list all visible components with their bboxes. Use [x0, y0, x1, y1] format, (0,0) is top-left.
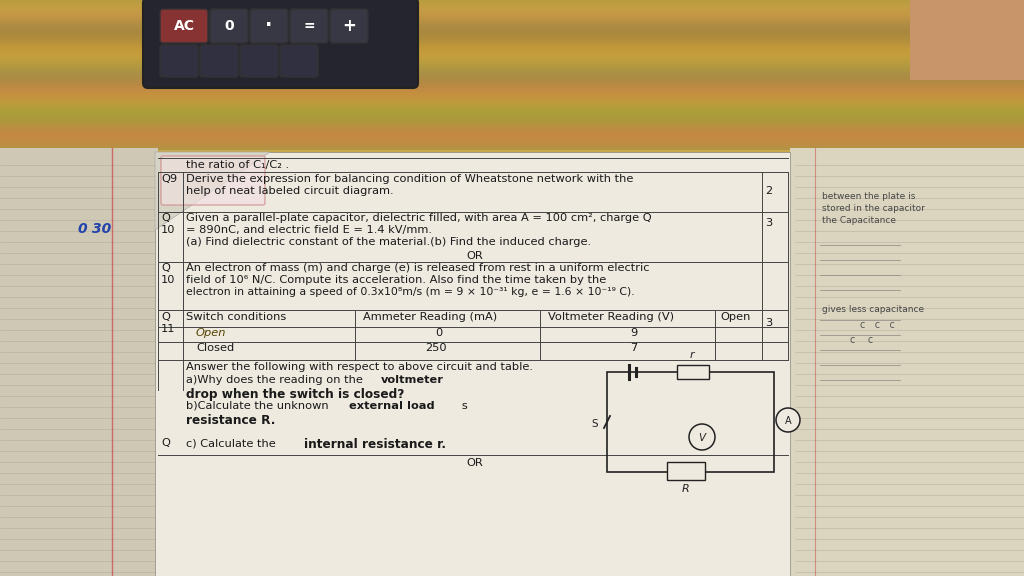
Text: An electron of mass (m) and charge (e) is released from rest in a uniform electr: An electron of mass (m) and charge (e) i… — [186, 263, 649, 273]
Circle shape — [776, 408, 800, 432]
FancyBboxPatch shape — [290, 9, 328, 43]
Text: 0: 0 — [78, 222, 88, 236]
Text: AC: AC — [173, 19, 195, 33]
Text: Q: Q — [161, 438, 170, 448]
Text: Voltmeter Reading (V): Voltmeter Reading (V) — [548, 312, 674, 322]
Text: (a) Find dielectric constant of the material.(b) Find the induced charge.: (a) Find dielectric constant of the mate… — [186, 237, 591, 247]
Text: Closed: Closed — [196, 343, 234, 353]
Text: Switch conditions: Switch conditions — [186, 312, 287, 322]
Text: Ammeter Reading (mA): Ammeter Reading (mA) — [362, 312, 497, 322]
Circle shape — [689, 424, 715, 450]
Text: 0: 0 — [435, 328, 442, 338]
Text: Q: Q — [161, 263, 170, 273]
Text: field of 10⁶ N/C. Compute its acceleration. Also find the time taken by the: field of 10⁶ N/C. Compute its accelerati… — [186, 275, 606, 285]
Bar — [910, 0, 1024, 80]
Text: help of neat labeled circuit diagram.: help of neat labeled circuit diagram. — [186, 186, 393, 196]
FancyBboxPatch shape — [200, 45, 238, 77]
Bar — [607, 372, 774, 472]
Text: Open: Open — [720, 312, 751, 322]
Text: electron in attaining a speed of 0.3x10⁸m/s (m = 9 × 10⁻³¹ kg, e = 1.6 × 10⁻¹⁹ C: electron in attaining a speed of 0.3x10⁸… — [186, 287, 635, 297]
Bar — [790, 148, 1024, 576]
Text: stored in the capacitor: stored in the capacitor — [822, 204, 925, 213]
Polygon shape — [155, 152, 270, 230]
Text: external load: external load — [349, 401, 434, 411]
Text: 9: 9 — [630, 328, 637, 338]
Text: ·: · — [265, 17, 272, 36]
FancyBboxPatch shape — [160, 9, 208, 43]
Text: A: A — [784, 416, 792, 426]
Text: r: r — [690, 350, 694, 360]
Text: Q9: Q9 — [161, 174, 177, 184]
FancyBboxPatch shape — [161, 156, 265, 205]
Text: 250: 250 — [425, 343, 446, 353]
Text: Q: Q — [161, 312, 170, 322]
Text: 10: 10 — [161, 275, 175, 285]
Text: OR: OR — [467, 251, 483, 261]
Bar — [677, 365, 709, 379]
FancyBboxPatch shape — [280, 45, 318, 77]
Text: Answer the following with respect to above circuit and table.: Answer the following with respect to abo… — [186, 362, 534, 372]
Text: c) Calculate the: c) Calculate the — [186, 438, 280, 448]
Text: the ratio of C₁/C₂ .: the ratio of C₁/C₂ . — [186, 160, 289, 170]
Text: 0: 0 — [224, 19, 233, 33]
Text: =: = — [303, 19, 314, 33]
Text: gives less capacitance: gives less capacitance — [822, 305, 924, 314]
FancyBboxPatch shape — [143, 0, 418, 88]
Bar — [667, 462, 705, 480]
Text: a)Why does the reading on the: a)Why does the reading on the — [186, 375, 367, 385]
FancyBboxPatch shape — [160, 45, 198, 77]
Text: 10: 10 — [161, 225, 175, 235]
Text: 2: 2 — [765, 186, 772, 196]
Text: Derive the expression for balancing condition of Wheatstone network with the: Derive the expression for balancing cond… — [186, 174, 634, 184]
Text: b)Calculate the unknown: b)Calculate the unknown — [186, 401, 332, 411]
Text: = 890nC, and electric field E = 1.4 kV/mm.: = 890nC, and electric field E = 1.4 kV/m… — [186, 225, 432, 235]
Text: S: S — [592, 419, 598, 429]
Text: internal resistance r.: internal resistance r. — [304, 438, 446, 451]
FancyBboxPatch shape — [210, 9, 248, 43]
Text: 3: 3 — [765, 218, 772, 228]
Text: V: V — [698, 433, 706, 443]
Text: voltmeter: voltmeter — [381, 375, 444, 385]
Text: c   c   c: c c c — [860, 320, 895, 330]
Text: Open: Open — [196, 328, 226, 338]
FancyBboxPatch shape — [240, 45, 278, 77]
Text: 30: 30 — [92, 222, 112, 236]
Text: Q: Q — [161, 213, 170, 223]
FancyBboxPatch shape — [250, 9, 288, 43]
Text: between the plate is: between the plate is — [822, 192, 915, 201]
Text: s: s — [451, 401, 468, 411]
Text: 11: 11 — [161, 324, 175, 334]
Text: OR: OR — [467, 458, 483, 468]
Text: Given a parallel-plate capacitor, dielectric filled, with area A = 100 cm², char: Given a parallel-plate capacitor, dielec… — [186, 213, 651, 223]
Text: +: + — [342, 17, 356, 35]
FancyBboxPatch shape — [330, 9, 368, 43]
Text: R: R — [682, 484, 690, 494]
Bar — [0, 148, 158, 576]
Text: resistance R.: resistance R. — [186, 414, 275, 427]
Text: drop when the switch is closed?: drop when the switch is closed? — [186, 388, 404, 401]
FancyBboxPatch shape — [155, 152, 790, 576]
Text: c    c: c c — [850, 335, 873, 345]
Text: the Capacitance: the Capacitance — [822, 216, 896, 225]
Text: 7: 7 — [630, 343, 637, 353]
Text: 3: 3 — [765, 318, 772, 328]
